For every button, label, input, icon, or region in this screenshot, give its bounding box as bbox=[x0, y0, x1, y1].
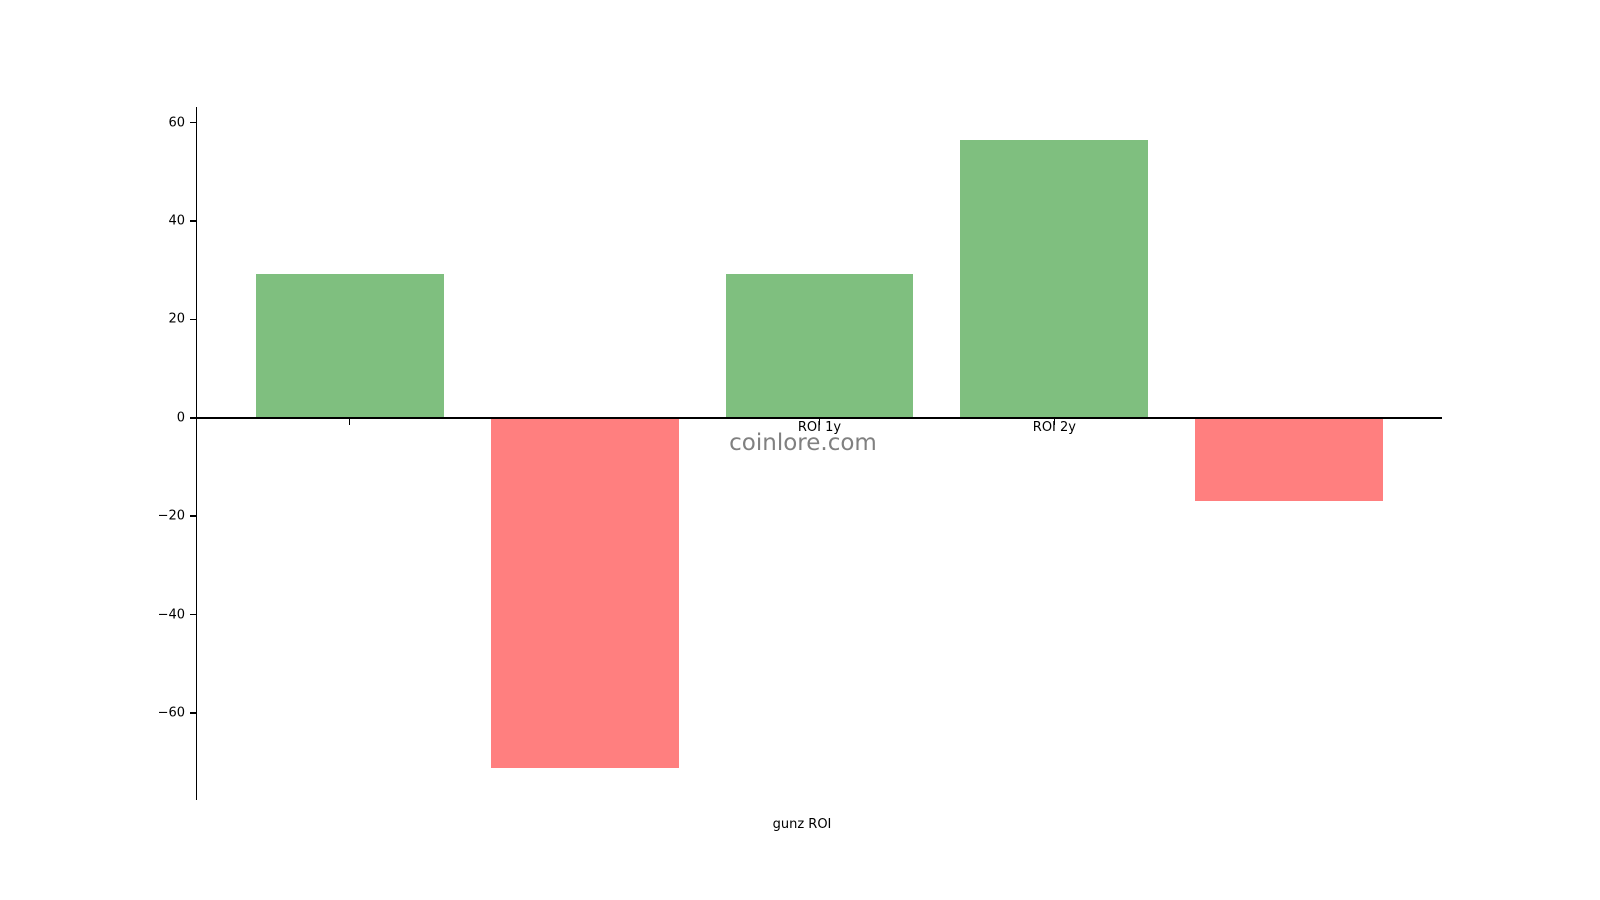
bar-ROI 1y bbox=[725, 274, 914, 418]
y-tick bbox=[189, 318, 196, 321]
x-tick bbox=[348, 418, 351, 425]
x-tick bbox=[1053, 418, 1056, 425]
y-tick-label: −60 bbox=[157, 705, 185, 721]
y-tick-label: 60 bbox=[168, 115, 185, 131]
x-tick-label: ROI 1y bbox=[797, 419, 842, 435]
bar-category-4 bbox=[1195, 417, 1384, 502]
bar-category-0 bbox=[255, 274, 444, 418]
y-tick bbox=[189, 121, 196, 124]
y-tick-label: 20 bbox=[168, 311, 185, 327]
y-tick-label: 0 bbox=[176, 410, 185, 426]
y-tick bbox=[189, 712, 196, 714]
x-tick-label: ROI 2y bbox=[1032, 419, 1076, 435]
x-tick bbox=[818, 418, 821, 425]
y-tick-label: 40 bbox=[168, 213, 185, 229]
y-tick-label: −40 bbox=[157, 607, 185, 623]
chart-title: gunz ROI bbox=[772, 817, 832, 832]
bar-ROI 2y bbox=[960, 140, 1149, 418]
bar-category-1 bbox=[490, 417, 679, 768]
y-tick-label: −20 bbox=[157, 508, 185, 524]
y-tick bbox=[189, 613, 196, 616]
x-axis-line bbox=[195, 417, 1442, 419]
y-axis-line bbox=[195, 107, 197, 800]
y-tick bbox=[189, 515, 196, 517]
y-tick bbox=[189, 220, 196, 222]
watermark-text: coinlore.com bbox=[729, 430, 877, 456]
y-tick bbox=[189, 417, 196, 419]
